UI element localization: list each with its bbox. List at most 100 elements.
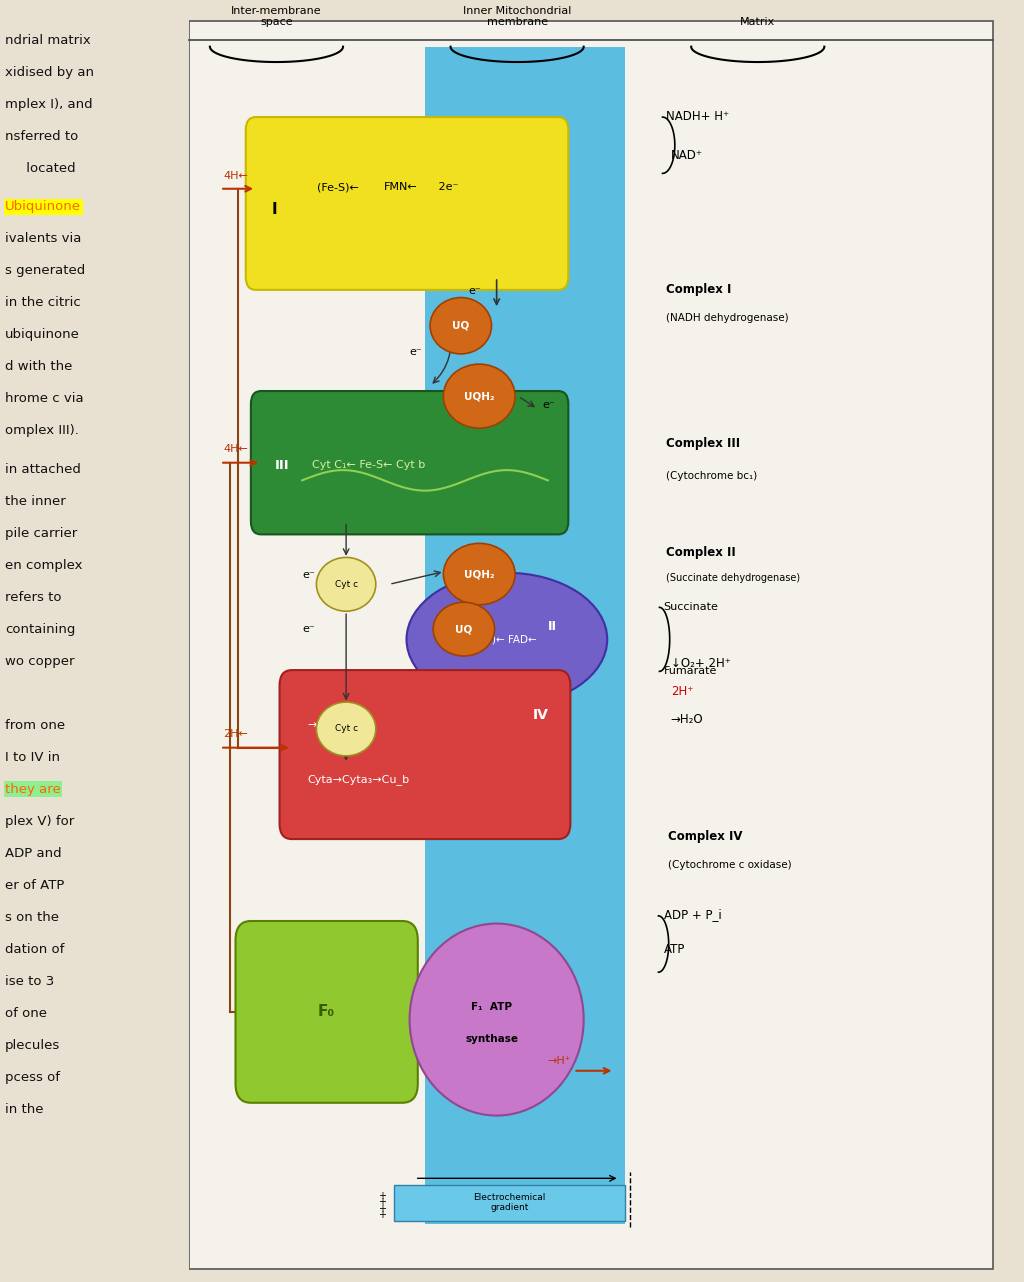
- Text: Cyta→Cyta₃→Cu_b: Cyta→Cyta₃→Cu_b: [307, 774, 410, 785]
- Text: plecules: plecules: [5, 1038, 60, 1051]
- Text: e⁻: e⁻: [302, 570, 314, 579]
- Text: Inner Mitochondrial
membrane: Inner Mitochondrial membrane: [463, 6, 571, 27]
- Text: Cyt c: Cyt c: [335, 579, 357, 588]
- FancyBboxPatch shape: [236, 920, 418, 1103]
- Text: (Fe-S)← FAD←: (Fe-S)← FAD←: [466, 635, 537, 645]
- Text: →H₂O: →H₂O: [671, 713, 703, 727]
- Text: Matrix: Matrix: [740, 18, 775, 27]
- Text: ivalents via: ivalents via: [5, 232, 82, 245]
- Text: ADP + P_i: ADP + P_i: [664, 908, 721, 920]
- Text: ubiquinone: ubiquinone: [5, 328, 80, 341]
- Text: refers to: refers to: [5, 591, 61, 604]
- Text: I to IV in: I to IV in: [5, 751, 60, 764]
- Bar: [394, 1185, 625, 1220]
- Text: pcess of: pcess of: [5, 1070, 60, 1083]
- Text: (NADH dehydrogenase): (NADH dehydrogenase): [666, 313, 788, 323]
- Text: mplex I), and: mplex I), and: [5, 97, 93, 110]
- FancyBboxPatch shape: [251, 391, 568, 535]
- Text: ise to 3: ise to 3: [5, 974, 54, 987]
- Text: III: III: [274, 459, 289, 472]
- Text: (Cytochrome bc₁): (Cytochrome bc₁): [666, 470, 757, 481]
- Text: 2H⁺: 2H⁺: [671, 686, 693, 699]
- Text: Cyt c: Cyt c: [335, 724, 357, 733]
- Text: UQ: UQ: [453, 320, 469, 331]
- Text: 4H←: 4H←: [223, 171, 248, 181]
- Text: Fumarate: Fumarate: [664, 667, 717, 677]
- Text: the inner: the inner: [5, 495, 66, 508]
- Text: in the citric: in the citric: [5, 296, 81, 309]
- Text: (Fe-S)←: (Fe-S)←: [317, 182, 359, 192]
- Text: (Cytochrome c oxidase): (Cytochrome c oxidase): [668, 859, 792, 869]
- Text: from one: from one: [5, 719, 66, 732]
- Ellipse shape: [316, 558, 376, 612]
- Text: FMN←: FMN←: [384, 182, 418, 192]
- Ellipse shape: [316, 703, 376, 756]
- Ellipse shape: [433, 603, 495, 656]
- Text: e⁻: e⁻: [302, 708, 314, 718]
- Text: +: +: [378, 1197, 386, 1208]
- Text: II: II: [548, 620, 557, 633]
- Text: I: I: [271, 201, 276, 217]
- Text: er of ATP: er of ATP: [5, 878, 65, 892]
- Text: in attached: in attached: [5, 463, 81, 476]
- Text: e⁻: e⁻: [410, 347, 422, 358]
- Text: (Succinate dehydrogenase): (Succinate dehydrogenase): [666, 573, 800, 583]
- Text: →H⁺: →H⁺: [548, 1056, 571, 1067]
- Text: Complex III: Complex III: [666, 437, 739, 450]
- Text: F₀: F₀: [318, 1004, 335, 1019]
- Text: ↓O₂+ 2H⁺: ↓O₂+ 2H⁺: [671, 658, 730, 670]
- Text: Succinate: Succinate: [664, 603, 719, 613]
- Text: they are: they are: [5, 782, 60, 796]
- FancyBboxPatch shape: [280, 670, 570, 840]
- Text: UQ: UQ: [456, 624, 472, 635]
- Text: Ubiquinone: Ubiquinone: [5, 200, 81, 213]
- Text: 2e⁻: 2e⁻: [435, 182, 459, 192]
- Text: xidised by an: xidised by an: [5, 65, 94, 78]
- Text: ATP: ATP: [664, 942, 685, 955]
- Text: pile carrier: pile carrier: [5, 527, 78, 540]
- Text: NAD⁺: NAD⁺: [671, 149, 702, 162]
- Text: located: located: [5, 162, 76, 174]
- Text: NADH+ H⁺: NADH+ H⁺: [666, 110, 729, 123]
- Text: Electrochemical
gradient: Electrochemical gradient: [473, 1194, 546, 1213]
- Text: F₁  ATP: F₁ ATP: [471, 1001, 512, 1011]
- Text: UQH₂: UQH₂: [464, 391, 495, 401]
- Text: dation of: dation of: [5, 942, 65, 955]
- Text: d with the: d with the: [5, 360, 73, 373]
- Text: omplex III).: omplex III).: [5, 424, 79, 437]
- Text: of one: of one: [5, 1006, 47, 1019]
- Bar: [0, 1, 189, 1282]
- Text: e⁻: e⁻: [302, 623, 314, 633]
- Text: s generated: s generated: [5, 264, 85, 277]
- Text: synthase: synthase: [465, 1033, 518, 1044]
- Ellipse shape: [443, 364, 515, 428]
- Text: Inter-membrane
space: Inter-membrane space: [231, 6, 322, 27]
- Text: ndrial matrix: ndrial matrix: [5, 33, 91, 46]
- Text: 2H←: 2H←: [223, 729, 248, 740]
- Bar: [425, 46, 625, 1224]
- Text: s on the: s on the: [5, 910, 59, 923]
- Ellipse shape: [430, 297, 492, 354]
- Text: in the: in the: [5, 1103, 44, 1115]
- Text: ADP and: ADP and: [5, 846, 61, 860]
- Text: +: +: [378, 1204, 386, 1214]
- Text: +: +: [378, 1191, 386, 1201]
- FancyBboxPatch shape: [189, 21, 993, 1269]
- Ellipse shape: [407, 573, 607, 706]
- Text: Complex I: Complex I: [666, 283, 731, 296]
- Text: plex V) for: plex V) for: [5, 814, 75, 828]
- Text: e⁻: e⁻: [543, 400, 555, 410]
- FancyBboxPatch shape: [246, 117, 568, 290]
- Text: IV: IV: [532, 709, 549, 723]
- Text: +: +: [378, 1210, 386, 1220]
- Text: wo copper: wo copper: [5, 655, 75, 668]
- Text: Cyt C₁← Fe-S← Cyt b: Cyt C₁← Fe-S← Cyt b: [312, 460, 426, 470]
- Text: 4H←: 4H←: [223, 445, 248, 454]
- Text: UQH₂: UQH₂: [464, 569, 495, 579]
- Text: Complex IV: Complex IV: [668, 831, 742, 844]
- Text: nsferred to: nsferred to: [5, 129, 79, 142]
- Text: e⁻: e⁻: [468, 286, 480, 296]
- Text: e⁻: e⁻: [302, 742, 314, 753]
- Ellipse shape: [443, 544, 515, 605]
- Text: hrome c via: hrome c via: [5, 392, 84, 405]
